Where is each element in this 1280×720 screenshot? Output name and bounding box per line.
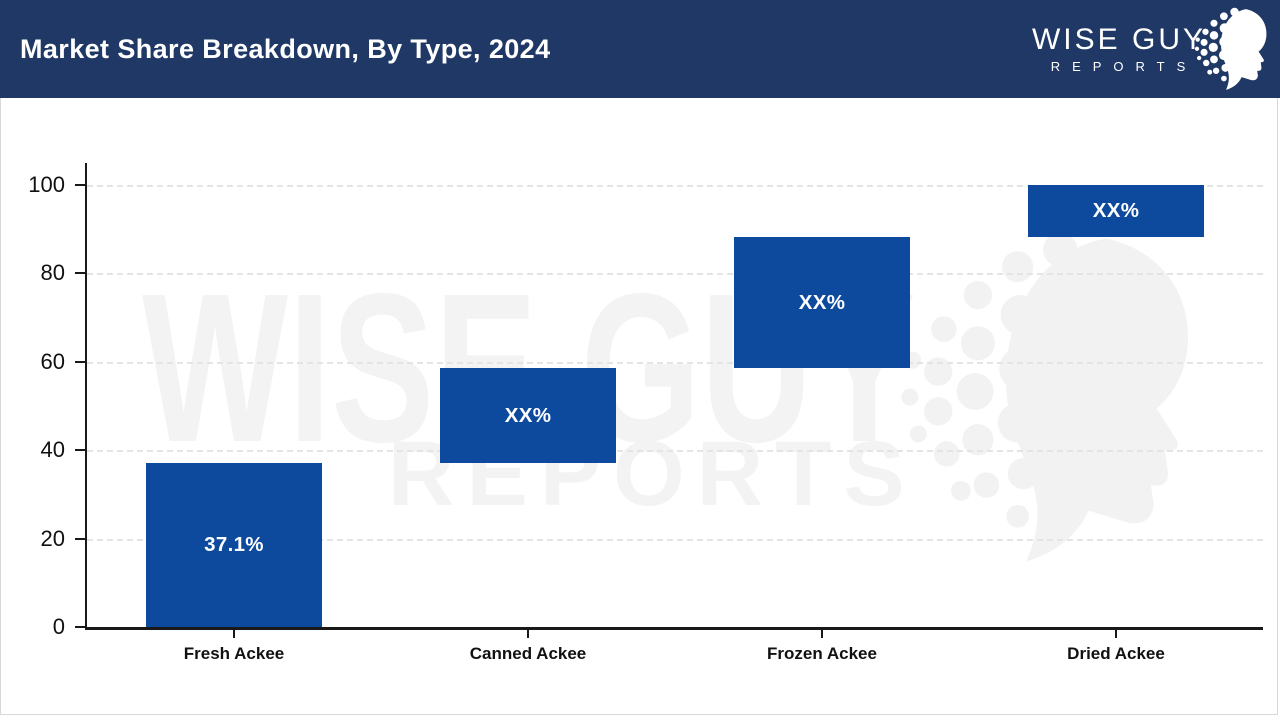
y-axis-tick-label-20: 20 bbox=[40, 525, 65, 551]
y-gridline-60 bbox=[87, 361, 1263, 364]
logo-subtitle: REPORTS bbox=[1050, 59, 1198, 74]
y-gridline-40 bbox=[87, 450, 1263, 453]
bar-value-label-frozen-ackee: XX% bbox=[798, 290, 846, 314]
y-axis-tick-100 bbox=[75, 184, 85, 187]
bar-frozen-ackee: XX% bbox=[734, 236, 910, 369]
bar-value-label-fresh-ackee: 37.1% bbox=[204, 533, 264, 557]
x-axis-tick-dried-ackee bbox=[1115, 630, 1117, 638]
bar-fresh-ackee: 37.1% bbox=[146, 463, 322, 627]
logo-wordmark: WISE GUY bbox=[1031, 23, 1206, 56]
x-axis-tick-canned-ackee bbox=[527, 630, 529, 638]
y-axis-tick-label-0: 0 bbox=[52, 614, 65, 639]
logo-text: WISE GUY REPORTS bbox=[1031, 23, 1206, 74]
y-axis-tick-60 bbox=[75, 360, 85, 363]
y-gridline-20 bbox=[87, 538, 1263, 541]
bar-canned-ackee: XX% bbox=[440, 368, 616, 464]
y-axis-tick-label-100: 100 bbox=[28, 172, 65, 198]
wise-guy-reports-logo: WISE GUY REPORTS bbox=[1032, 7, 1270, 92]
plot-area: 0 20 40 60 80 100 37.1% Fresh Ackee XX% Canned Ac… bbox=[28, 163, 1263, 663]
x-axis-label-dried-ackee: Dried Ackee bbox=[1067, 644, 1165, 663]
bar-value-label-canned-ackee: XX% bbox=[504, 403, 552, 427]
y-axis-tick-80 bbox=[75, 272, 85, 275]
y-gridline-80 bbox=[87, 273, 1263, 276]
header-bar: Market Share Breakdown, By Type, 2024 WI… bbox=[0, 0, 1280, 98]
dotted-head-profile-icon bbox=[1194, 7, 1267, 90]
y-axis-tick-label-40: 40 bbox=[40, 437, 65, 463]
x-axis-label-canned-ackee: Canned Ackee bbox=[469, 644, 587, 663]
x-axis-label-frozen-ackee: Frozen Ackee bbox=[767, 644, 877, 663]
x-axis-label-fresh-ackee: Fresh Ackee bbox=[183, 644, 285, 663]
bar-dried-ackee: XX% bbox=[1028, 185, 1204, 237]
x-axis-tick-frozen-ackee bbox=[821, 630, 823, 638]
y-axis-tick-0 bbox=[75, 626, 85, 628]
y-axis-tick-40 bbox=[75, 449, 85, 452]
chart-title: Market Share Breakdown, By Type, 2024 bbox=[20, 33, 551, 64]
y-axis-tick-label-60: 60 bbox=[40, 348, 65, 374]
x-axis-tick-fresh-ackee bbox=[233, 630, 235, 638]
y-axis-tick-20 bbox=[75, 537, 85, 540]
bar-value-label-dried-ackee: XX% bbox=[1092, 198, 1140, 222]
y-gridline-100 bbox=[87, 185, 1263, 188]
y-axis-tick-label-80: 80 bbox=[40, 260, 65, 286]
